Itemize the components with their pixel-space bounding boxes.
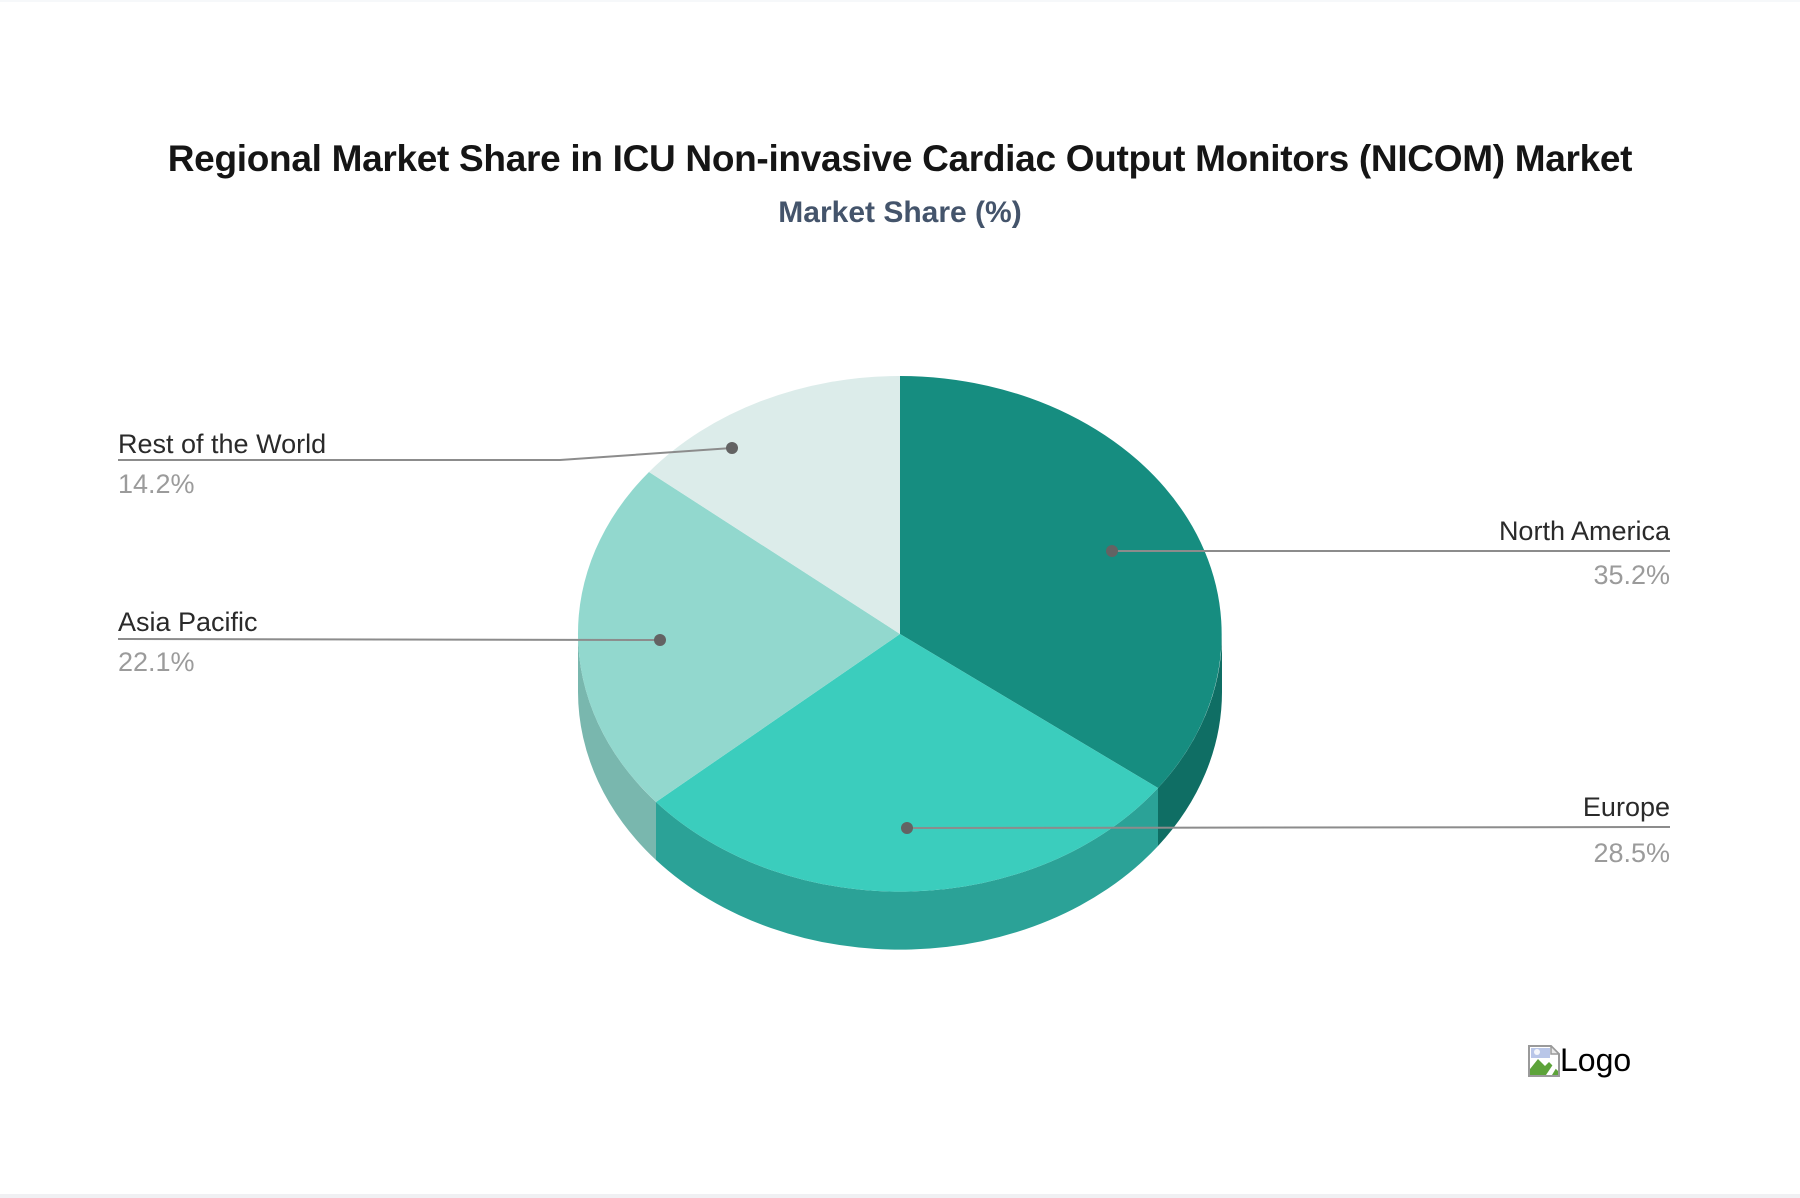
chart-title: Regional Market Share in ICU Non-invasiv… [167, 138, 1633, 179]
leader-dot-rest-of-world [726, 442, 738, 454]
pie-slice-rest-of-world[interactable] [649, 375, 900, 634]
slice-label-europe: Europe [1582, 792, 1670, 822]
leader-dot-asia-pacific [654, 634, 666, 646]
pie-slice-asia-pacific[interactable] [577, 472, 900, 802]
logo: Logo [1528, 1042, 1631, 1078]
leader-dot-north-america [1106, 545, 1118, 557]
slice-value-asia-pacific: 22.1% [118, 647, 195, 677]
pie-side-north-america [1158, 634, 1222, 846]
broken-image-icon [1528, 1045, 1560, 1077]
slice-label-asia-pacific: Asia Pacific [118, 607, 258, 637]
leader-dot-europe [901, 822, 913, 834]
pie-side-europe [656, 788, 1158, 950]
slice-value-europe: 28.5% [1593, 838, 1670, 868]
pie-side-asia-pacific [578, 634, 656, 860]
leader-line-rest-of-world [118, 447, 733, 461]
slice-value-rest-of-world: 14.2% [118, 469, 195, 499]
page-bottom-border [0, 1194, 1800, 1198]
chart-subtitle: Market Share (%) [778, 196, 1022, 229]
slice-value-north-america: 35.2% [1593, 560, 1670, 590]
logo-alt-text: Logo [1560, 1042, 1632, 1078]
slice-label-north-america: North America [1498, 516, 1670, 546]
slice-label-rest-of-world: Rest of the World [118, 429, 327, 459]
leader-line-asia-pacific [117, 638, 661, 641]
pie-slice-north-america[interactable] [900, 376, 1222, 788]
leader-line-europe [906, 826, 1671, 829]
